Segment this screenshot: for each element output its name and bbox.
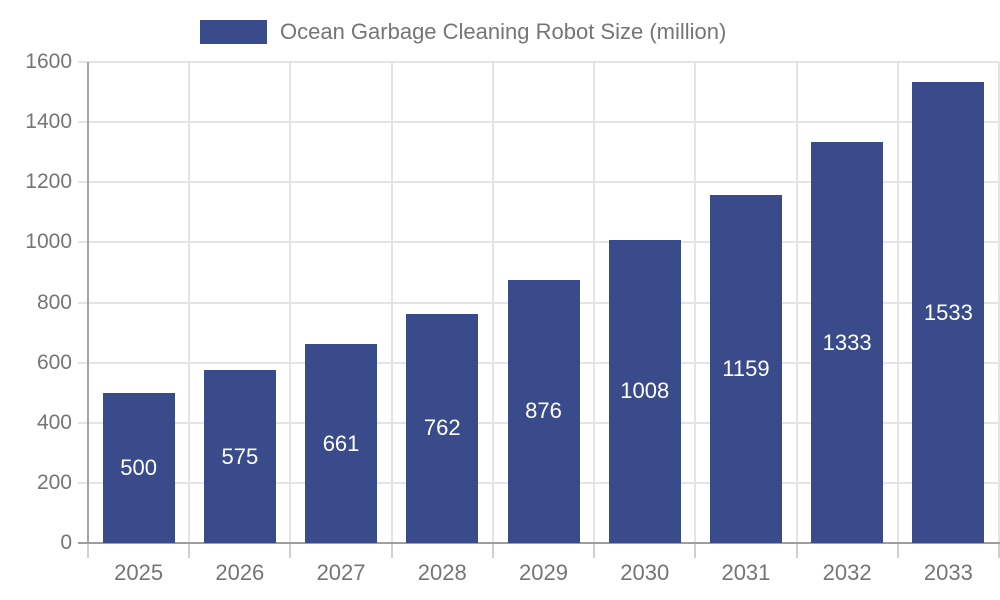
- x-axis-tick: [593, 544, 596, 558]
- bar-2028[interactable]: 762: [406, 313, 479, 543]
- vertical-gridline: [795, 62, 798, 543]
- vertical-gridline: [896, 62, 899, 543]
- x-axis-tick: [998, 544, 1000, 558]
- bar-value-label: 876: [525, 398, 562, 424]
- x-axis-tick: [795, 544, 798, 558]
- bar-2030[interactable]: 1008: [608, 239, 681, 543]
- vertical-gridline: [998, 62, 1000, 543]
- x-axis-tick: [289, 544, 292, 558]
- x-axis-tick: [188, 544, 191, 558]
- x-axis-tick: [896, 544, 899, 558]
- bar-value-label: 1333: [822, 329, 872, 355]
- bar-value-label: 661: [322, 430, 360, 456]
- bar-2027[interactable]: 661: [305, 344, 378, 543]
- vertical-gridline: [390, 62, 393, 543]
- y-axis-line: [87, 62, 89, 557]
- bar-value-label: 1159: [722, 355, 770, 381]
- x-axis-tick-label: 2033: [923, 560, 973, 585]
- bar-value-label: 500: [120, 454, 157, 480]
- y-axis-tick-label: 200: [36, 470, 72, 494]
- y-axis-tick-label: 1400: [25, 110, 72, 134]
- bar-value-label: 1008: [620, 378, 670, 404]
- x-axis-tick-label: 2031: [721, 560, 771, 585]
- x-axis-tick-label: 2025: [114, 560, 164, 585]
- y-axis-tick-label: 600: [36, 350, 72, 374]
- x-axis-line: [78, 542, 1000, 544]
- x-axis-tick-label: 2029: [519, 560, 568, 585]
- bar-value-label: 1533: [923, 299, 973, 325]
- x-axis-tick-label: 2027: [316, 560, 366, 585]
- y-axis-tick-label: 400: [36, 410, 72, 434]
- vertical-gridline: [593, 62, 596, 543]
- legend-label: Ocean Garbage Cleaning Robot Size (milli…: [280, 19, 727, 44]
- horizontal-gridline: [78, 181, 999, 184]
- vertical-gridline: [289, 62, 292, 543]
- y-axis-tick-label: 1200: [25, 170, 72, 194]
- bar-2031[interactable]: 1159: [709, 194, 782, 543]
- bar-value-label: 762: [423, 415, 461, 441]
- vertical-gridline: [694, 62, 697, 543]
- bar-2032[interactable]: 1333: [811, 142, 884, 543]
- y-axis-tick-label: 0: [60, 531, 72, 554]
- y-axis-tick-label: 1600: [25, 50, 72, 73]
- x-axis-tick: [491, 544, 494, 558]
- bar-2026[interactable]: 575: [203, 370, 276, 543]
- horizontal-gridline: [78, 61, 999, 63]
- x-axis-tick-label: 2028: [417, 560, 467, 585]
- y-axis-tick-label: 800: [36, 290, 72, 314]
- bar-value-label: 575: [221, 443, 259, 469]
- x-axis-tick: [390, 544, 393, 558]
- y-axis-tick-label: 1000: [25, 230, 72, 254]
- horizontal-gridline: [78, 241, 999, 244]
- bar-2029[interactable]: 876: [507, 279, 580, 543]
- bar-2033[interactable]: 1533: [912, 82, 985, 543]
- horizontal-gridline: [78, 121, 999, 124]
- legend-swatch: [200, 20, 267, 44]
- x-axis-tick: [694, 544, 697, 558]
- x-axis-tick-label: 2026: [215, 560, 265, 585]
- x-axis-tick: [87, 544, 89, 558]
- vertical-gridline: [491, 62, 494, 543]
- x-axis-tick-label: 2032: [822, 560, 872, 585]
- vertical-gridline: [188, 62, 191, 543]
- legend[interactable]: Ocean Garbage Cleaning Robot Size (milli…: [200, 18, 726, 46]
- bar-2025[interactable]: 500: [102, 392, 175, 543]
- x-axis-tick-label: 2030: [620, 560, 670, 585]
